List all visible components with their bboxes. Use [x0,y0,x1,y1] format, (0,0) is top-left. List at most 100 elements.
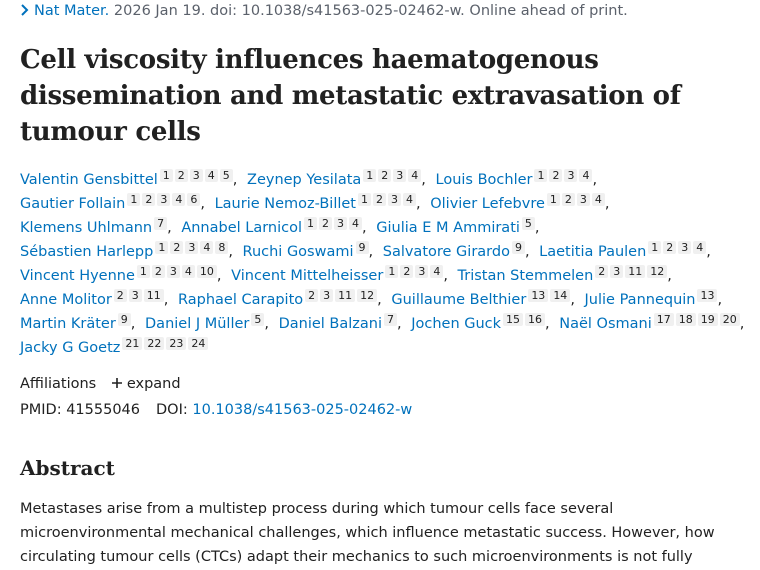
author-name[interactable]: Laetitia Paulen [539,244,647,260]
affiliation-number[interactable]: 1 [385,265,399,278]
affiliation-number[interactable]: 4 [591,193,605,206]
affiliation-number[interactable]: 5 [251,313,265,326]
affiliation-number[interactable]: 4 [204,169,218,182]
affiliation-number[interactable]: 23 [166,337,187,350]
author-name[interactable]: Vincent Mittelheisser [231,268,384,284]
author-name[interactable]: Olivier Lefebvre [430,196,545,212]
author-name[interactable]: Raphael Carapito [178,292,304,308]
affiliation-number[interactable]: 2 [378,169,392,182]
affiliation-number[interactable]: 6 [187,193,201,206]
affiliation-number[interactable]: 11 [143,289,164,302]
affiliation-number[interactable]: 3 [128,289,142,302]
affiliation-number[interactable]: 5 [219,169,233,182]
affiliation-number[interactable]: 5 [521,217,535,230]
author-name[interactable]: Sébastien Harlepp [20,244,154,260]
author-name[interactable]: Vincent Hyenne [20,268,135,284]
author-name[interactable]: Giulia E M Ammirati [376,220,520,236]
author-name[interactable]: Daniel Balzani [278,316,382,332]
affiliation-number[interactable]: 1 [136,265,150,278]
affiliation-number[interactable]: 2 [151,265,165,278]
author-name[interactable]: Jacky G Goetz [20,340,121,356]
affiliation-number[interactable]: 17 [653,313,674,326]
affiliation-number[interactable]: 2 [305,289,319,302]
affiliation-number[interactable]: 2 [170,241,184,254]
affiliation-number[interactable]: 3 [388,193,401,206]
author-name[interactable]: Zeynep Yesilata [247,172,362,188]
affiliation-number[interactable]: 1 [159,169,173,182]
affiliation-number[interactable]: 4 [349,217,363,230]
affiliation-number[interactable]: 2 [319,217,333,230]
affiliation-number[interactable]: 3 [157,193,171,206]
affiliation-number[interactable]: 2 [142,193,156,206]
author-name[interactable]: Jochen Guck [411,316,502,332]
affiliation-number[interactable]: 20 [719,313,740,326]
author-name[interactable]: Anne Molitor [20,292,112,308]
affiliation-number[interactable]: 2 [549,169,563,182]
affiliation-number[interactable]: 1 [127,193,141,206]
affiliation-number[interactable]: 3 [166,265,180,278]
affiliation-number[interactable]: 1 [155,241,169,254]
affiliation-number[interactable]: 1 [534,169,548,182]
affiliation-number[interactable]: 2 [174,169,188,182]
affiliation-number[interactable]: 3 [610,265,624,278]
affiliation-number[interactable]: 4 [579,169,593,182]
affiliation-number[interactable]: 3 [678,241,692,254]
affiliation-number[interactable]: 4 [200,241,214,254]
affiliation-number[interactable]: 4 [693,241,707,254]
affiliation-number[interactable]: 9 [117,313,131,326]
affiliation-number[interactable]: 4 [181,265,195,278]
affiliation-number[interactable]: 3 [334,217,348,230]
affiliation-number[interactable]: 16 [525,313,546,326]
affiliation-number[interactable]: 4 [172,193,186,206]
affiliation-number[interactable]: 13 [697,289,718,302]
affiliation-number[interactable]: 1 [546,193,560,206]
affiliation-number[interactable]: 4 [403,193,416,206]
author-name[interactable]: Annabel Larnicol [181,220,303,236]
author-name[interactable]: Daniel J Müller [145,316,250,332]
affiliation-number[interactable]: 2 [663,241,677,254]
affiliation-number[interactable]: 1 [304,217,318,230]
affiliation-number[interactable]: 3 [576,193,590,206]
affiliation-number[interactable]: 11 [335,289,356,302]
affiliation-number[interactable]: 15 [503,313,524,326]
affiliation-number[interactable]: 12 [357,289,378,302]
affiliation-number[interactable]: 10 [196,265,217,278]
affiliation-number[interactable]: 8 [215,241,229,254]
affiliation-number[interactable]: 2 [113,289,127,302]
author-name[interactable]: Valentin Gensbittel [20,172,158,188]
affiliation-number[interactable]: 21 [122,337,143,350]
affiliation-number[interactable]: 9 [511,241,525,254]
journal-link[interactable]: Nat Mater. [34,3,110,19]
author-name[interactable]: Gautier Follain [20,196,126,212]
expand-button[interactable]: expand [111,376,181,392]
author-name[interactable]: Julie Pannequin [584,292,696,308]
affiliation-number[interactable]: 13 [528,289,549,302]
affiliation-number[interactable]: 7 [384,313,397,326]
author-name[interactable]: Louis Bochler [435,172,533,188]
affiliation-number[interactable]: 4 [430,265,444,278]
author-name[interactable]: Ruchi Goswami [242,244,354,260]
affiliation-number[interactable]: 1 [363,169,377,182]
affiliation-number[interactable]: 2 [400,265,414,278]
author-name[interactable]: Naël Osmani [559,316,652,332]
affiliation-number[interactable]: 1 [358,193,371,206]
affiliation-number[interactable]: 1 [648,241,662,254]
affiliation-number[interactable]: 3 [185,241,199,254]
author-name[interactable]: Guillaume Belthier [391,292,527,308]
affiliation-number[interactable]: 22 [144,337,165,350]
affiliation-number[interactable]: 2 [373,193,386,206]
affiliation-number[interactable]: 3 [564,169,578,182]
affiliation-number[interactable]: 3 [320,289,334,302]
affiliation-number[interactable]: 19 [697,313,718,326]
author-name[interactable]: Salvatore Girardo [382,244,510,260]
author-name[interactable]: Laurie Nemoz-Billet [214,196,356,212]
affiliation-number[interactable]: 7 [154,217,168,230]
affiliation-number[interactable]: 11 [625,265,646,278]
affiliation-number[interactable]: 2 [595,265,609,278]
affiliation-number[interactable]: 18 [675,313,696,326]
affiliation-number[interactable]: 3 [393,169,407,182]
affiliation-number[interactable]: 14 [550,289,571,302]
affiliation-number[interactable]: 4 [408,169,422,182]
affiliation-number[interactable]: 24 [188,337,209,350]
affiliation-number[interactable]: 2 [561,193,575,206]
